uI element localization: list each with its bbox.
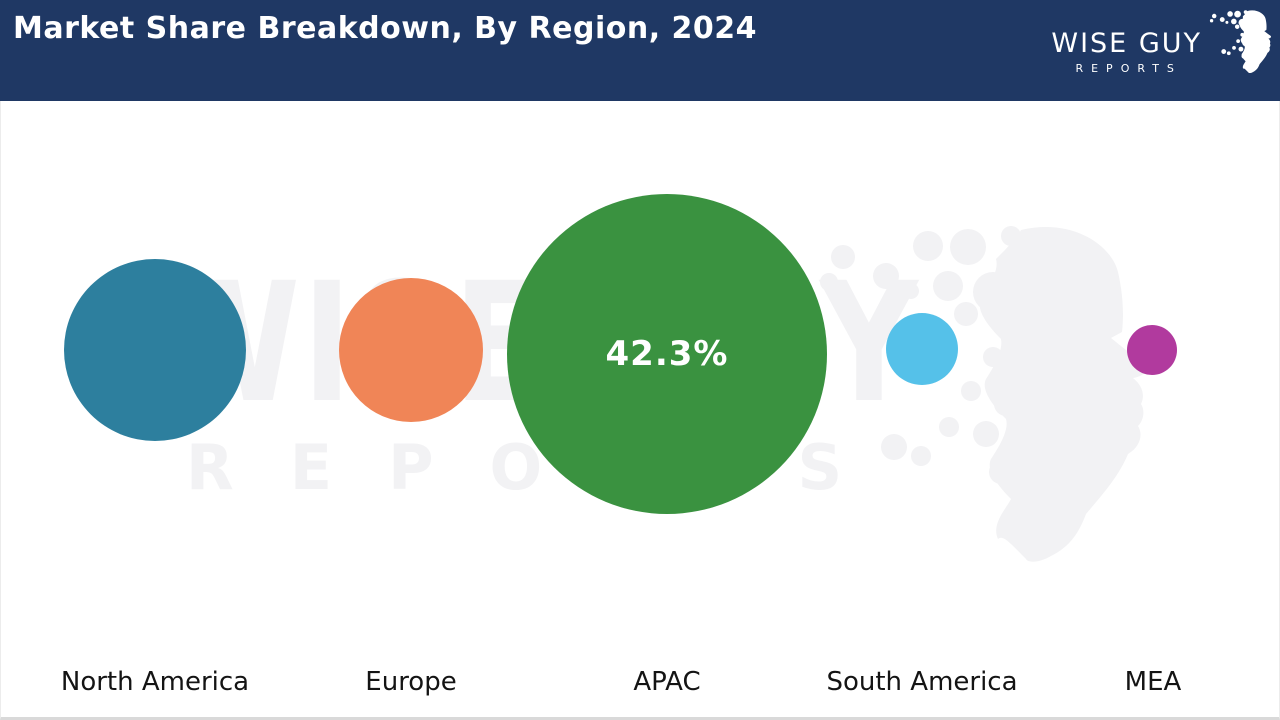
label-south-america: South America [826, 667, 1018, 697]
logo-wordmark: WISE GUY [1051, 27, 1202, 59]
bubble-north-america [64, 259, 246, 441]
chart-title: Market Share Breakdown, By Region, 2024 [13, 11, 758, 46]
logo-wordmark-block: WISE GUY REPORTS [1051, 28, 1202, 75]
bubble-mea [1127, 325, 1177, 375]
bubble-europe [339, 278, 483, 422]
chart-canvas: WISE GUY REPORTS 42.3% North America Eur… [0, 101, 1280, 720]
bubble-south-america [886, 313, 958, 385]
label-apac: APAC [633, 667, 701, 697]
header-bar: Market Share Breakdown, By Region, 2024 … [0, 0, 1280, 101]
label-mea: MEA [1124, 667, 1182, 697]
label-north-america: North America [60, 667, 250, 697]
logo-head-icon [1209, 10, 1271, 74]
label-europe: Europe [365, 667, 457, 697]
logo-subtext: REPORTS [1075, 61, 1182, 75]
apac-value-label: 42.3% [605, 334, 729, 374]
watermark-head-icon [820, 226, 1147, 562]
wise-guy-logo: WISE GUY REPORTS [1051, 4, 1272, 98]
bubble-apac: 42.3% [507, 194, 827, 514]
